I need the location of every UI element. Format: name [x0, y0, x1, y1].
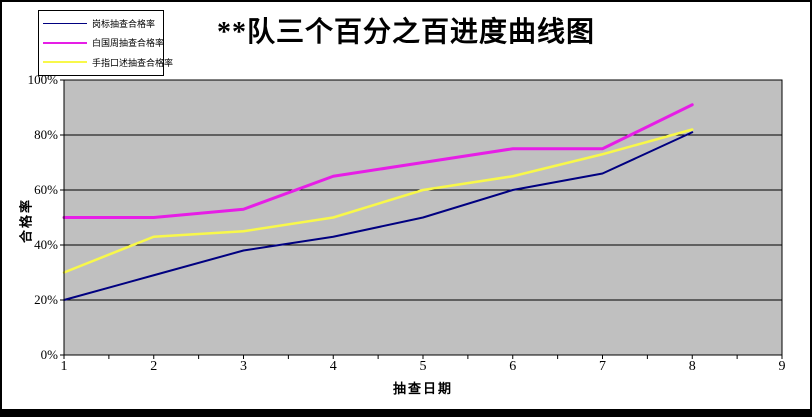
plot-area: [60, 79, 783, 359]
y-tick-label: 0%: [40, 347, 58, 362]
legend-item: 白国周抽查合格率: [43, 36, 164, 49]
legend-line-swatch: [43, 41, 87, 44]
series-line: [62, 128, 694, 274]
legend-label: 岗标抽查合格率: [92, 19, 156, 30]
legend-label: 手指口述抽查合格率: [92, 57, 174, 68]
x-tick-label: 5: [419, 359, 427, 374]
x-tick-label: 3: [240, 359, 247, 374]
series-line: [62, 103, 694, 219]
legend-item: 手指口述抽查合格率: [43, 56, 173, 69]
x-tick-label: 4: [329, 359, 337, 374]
chart-title: **队三个百分之百进度曲线图: [216, 17, 595, 48]
legend-line-swatch: [43, 61, 87, 64]
legend: 岗标抽查合格率 白国周抽查合格率 手指口述抽查合格率: [38, 10, 173, 76]
bottom-border-bar: [2, 409, 810, 415]
legend-item: 岗标抽查合格率: [43, 17, 159, 30]
series-line: [63, 131, 694, 301]
x-axis-title: 抽查日期: [392, 381, 453, 396]
y-tick-label: 60%: [34, 182, 58, 197]
chart-svg: [60, 79, 783, 359]
y-tick-label: 40%: [34, 237, 58, 252]
legend-label: 白国周抽查合格率: [92, 38, 165, 49]
x-tick-label: 8: [688, 359, 696, 374]
legend-line-swatch: [43, 23, 87, 25]
y-tick-label: 100%: [27, 72, 58, 87]
plot-border: [63, 79, 783, 356]
x-tick-label: 2: [150, 359, 158, 374]
x-tick-label: 6: [509, 359, 517, 374]
y-tick-label: 80%: [34, 127, 58, 142]
y-tick-label: 20%: [34, 292, 58, 307]
x-tick-label: 9: [778, 359, 786, 374]
y-axis-title: 合格率: [18, 198, 34, 244]
x-tick-label: 7: [599, 359, 606, 374]
x-tick-label: 1: [60, 359, 68, 374]
